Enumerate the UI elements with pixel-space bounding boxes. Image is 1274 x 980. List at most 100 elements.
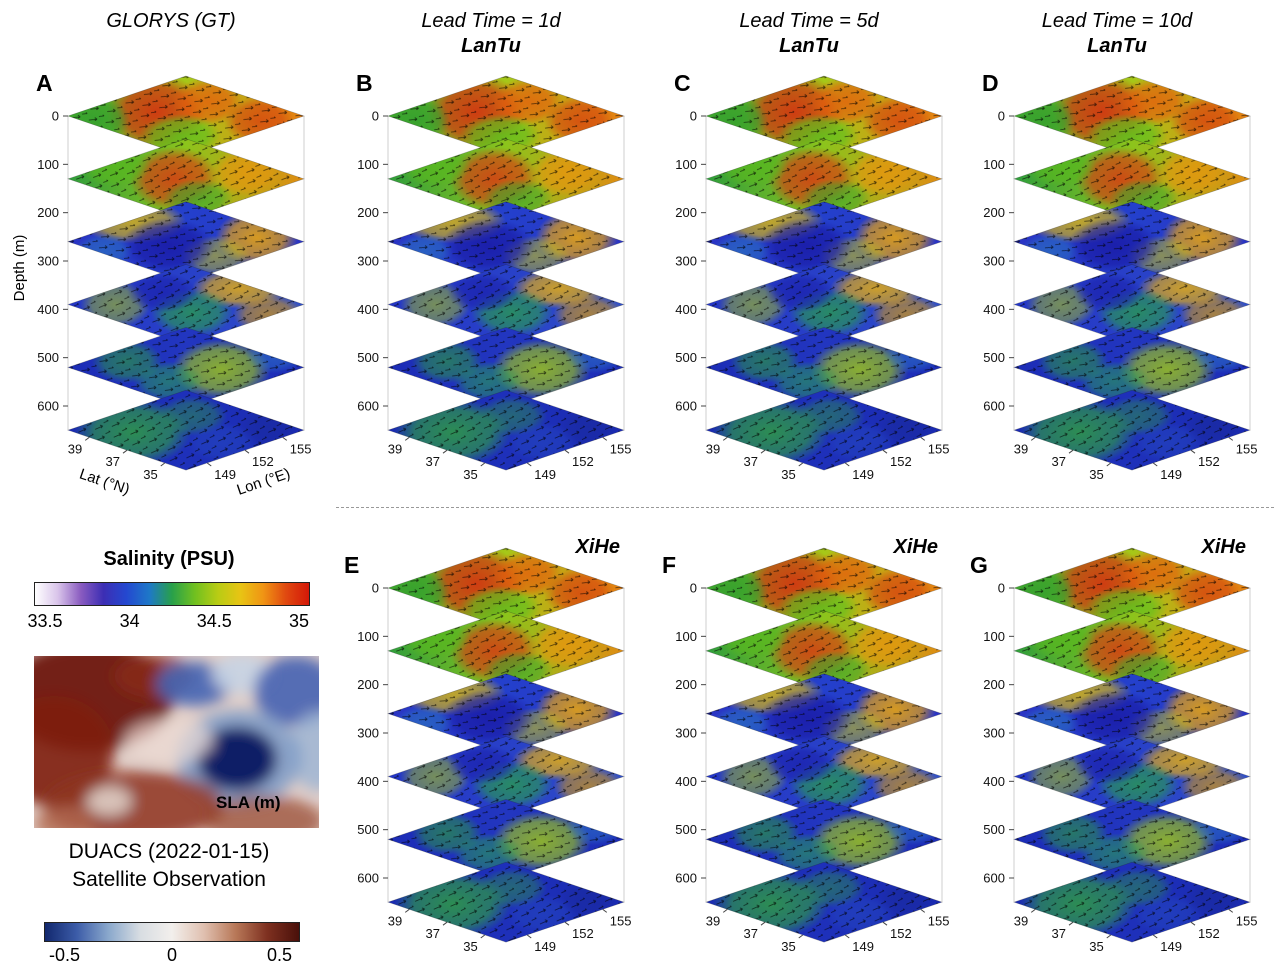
- svg-text:39: 39: [706, 913, 720, 928]
- depth-axis: 0 100 200 300 400 500 600: [675, 109, 706, 414]
- quiver-overlay: [1014, 610, 1250, 691]
- legend-column: Salinity (PSU) 33.5 34 34.5 35 SLA (m) DUAC…: [10, 528, 328, 980]
- panel-B-model: LanTu: [461, 35, 521, 57]
- quiver-overlay: [706, 138, 942, 219]
- panel-A: GLORYS (GT) A 0 100 200 300 400 500 600 39 37 35 1…: [10, 6, 332, 522]
- quiver-overlay: [68, 327, 304, 408]
- quiver-overlay: [706, 76, 942, 156]
- quiver-overlay: [1014, 862, 1250, 943]
- lat-axis-label: Lat (°N): [77, 466, 132, 499]
- colorbar-tick-label: 0.5: [267, 945, 293, 965]
- svg-text:152: 152: [890, 926, 912, 941]
- svg-text:149: 149: [1160, 939, 1182, 954]
- svg-text:600: 600: [675, 871, 697, 886]
- panel-E-model: XiHe: [575, 536, 620, 558]
- svg-text:152: 152: [1198, 454, 1220, 469]
- panel-A-title: GLORYS (GT): [106, 10, 236, 32]
- quiver-overlay: [388, 548, 624, 628]
- depth-slice: [706, 138, 942, 219]
- svg-text:35: 35: [1089, 939, 1103, 954]
- depth-slice: [1014, 138, 1250, 219]
- sla-colorbar: [44, 922, 300, 942]
- svg-text:500: 500: [675, 822, 697, 837]
- quiver-overlay: [68, 138, 304, 219]
- depth-axis: 0 100 200 300 400 500 600: [675, 581, 706, 886]
- panel-B-letter: B: [356, 70, 373, 96]
- svg-text:200: 200: [357, 205, 379, 220]
- svg-text:400: 400: [983, 302, 1005, 317]
- panel-F-letter: F: [662, 552, 677, 578]
- depth-slice: [1014, 264, 1250, 345]
- panel-E: XiHe E 0 100 200 300 400 500 600 39 37 35 149 152 15…: [330, 528, 652, 980]
- quiver-overlay: [1014, 673, 1250, 754]
- svg-text:155: 155: [928, 913, 950, 928]
- svg-text:100: 100: [675, 629, 697, 644]
- quiver-overlay: [388, 799, 624, 880]
- svg-text:600: 600: [357, 871, 379, 886]
- salinity-stack-plot: 0 100 200 300 400 500 600 39 37 35 149 152 155: [983, 75, 1257, 482]
- quiver-overlay: [68, 201, 304, 282]
- depth-slice: [1014, 76, 1250, 156]
- salinity-stack-plot: 0 100 200 300 400 500 600 39 37 35 149 152 155: [675, 547, 950, 954]
- svg-text:500: 500: [675, 350, 697, 365]
- svg-text:37: 37: [744, 926, 758, 941]
- panel-D-leadtime: Lead Time = 10d: [1041, 10, 1193, 32]
- colorbar-tick-label: 35: [288, 611, 309, 631]
- colorbar-tick-label: 34: [119, 611, 140, 631]
- svg-text:100: 100: [357, 157, 379, 172]
- quiver-overlay: [706, 201, 942, 282]
- panel-C-plot: 0 100 200 300 400 500 600 39 37 35 149 152 155: [648, 56, 970, 523]
- svg-text:600: 600: [983, 871, 1005, 886]
- panel-A-letter: A: [36, 70, 53, 96]
- quiver-overlay: [706, 673, 942, 754]
- depth-axis-label: Depth (m): [11, 235, 28, 302]
- svg-text:35: 35: [463, 939, 477, 954]
- quiver-overlay: [388, 201, 624, 282]
- svg-text:200: 200: [675, 677, 697, 692]
- svg-text:0: 0: [690, 109, 697, 124]
- svg-text:300: 300: [983, 254, 1005, 269]
- sla-map-label: SLA (m): [216, 793, 281, 812]
- svg-text:300: 300: [983, 726, 1005, 741]
- lon-axis-label: Lon (°E): [235, 465, 293, 499]
- quiver-overlay: [1014, 799, 1250, 880]
- salinity-stack-plot: 0 100 200 300 400 500 600 39 37 35 149 152 155: [675, 75, 950, 482]
- panel-G-plot: 0 100 200 300 400 500 600 39 37 35 149 152 155: [956, 528, 1274, 980]
- svg-text:100: 100: [983, 629, 1005, 644]
- svg-text:300: 300: [357, 726, 379, 741]
- svg-text:0: 0: [52, 109, 59, 124]
- quiver-overlay: [68, 76, 304, 156]
- svg-text:37: 37: [1052, 454, 1066, 469]
- sla-caption-line2: Satellite Observation: [72, 868, 266, 891]
- svg-text:37: 37: [744, 454, 758, 469]
- depth-slice: [68, 327, 304, 408]
- salinity-colorbar-ticks: 33.5 34 34.5 35: [28, 611, 310, 633]
- sla-caption-line1: DUACS (2022-01-15): [68, 840, 270, 863]
- depth-axis: 0 100 200 300 400 500 600: [983, 581, 1014, 886]
- svg-text:100: 100: [357, 629, 379, 644]
- salinity-colorbar: [34, 582, 310, 606]
- depth-slice: [706, 862, 942, 943]
- svg-text:100: 100: [37, 157, 59, 172]
- svg-text:0: 0: [998, 581, 1005, 596]
- svg-text:0: 0: [372, 581, 379, 596]
- svg-text:149: 149: [214, 467, 236, 482]
- row-separator: [336, 507, 1274, 508]
- sla-map: SLA (m): [34, 656, 319, 828]
- quiver-overlay: [1014, 327, 1250, 408]
- svg-text:37: 37: [426, 454, 440, 469]
- depth-axis: 0 100 200 300 400 500 600: [37, 109, 68, 414]
- quiver-overlay: [388, 673, 624, 754]
- svg-text:35: 35: [463, 467, 477, 482]
- colorbar-tick-label: 0: [166, 945, 178, 965]
- svg-text:152: 152: [252, 454, 274, 469]
- svg-text:152: 152: [890, 454, 912, 469]
- panel-G: XiHe G 0 100 200 300 400 500 600 39 37 35 149 152 15…: [956, 528, 1274, 980]
- svg-text:400: 400: [675, 302, 697, 317]
- svg-text:155: 155: [928, 441, 950, 456]
- quiver-overlay: [388, 610, 624, 691]
- salinity-stack-plot: 0 100 200 300 400 500 600 39 37 35 149 152 155: [357, 547, 631, 954]
- svg-text:300: 300: [357, 254, 379, 269]
- quiver-overlay: [68, 264, 304, 345]
